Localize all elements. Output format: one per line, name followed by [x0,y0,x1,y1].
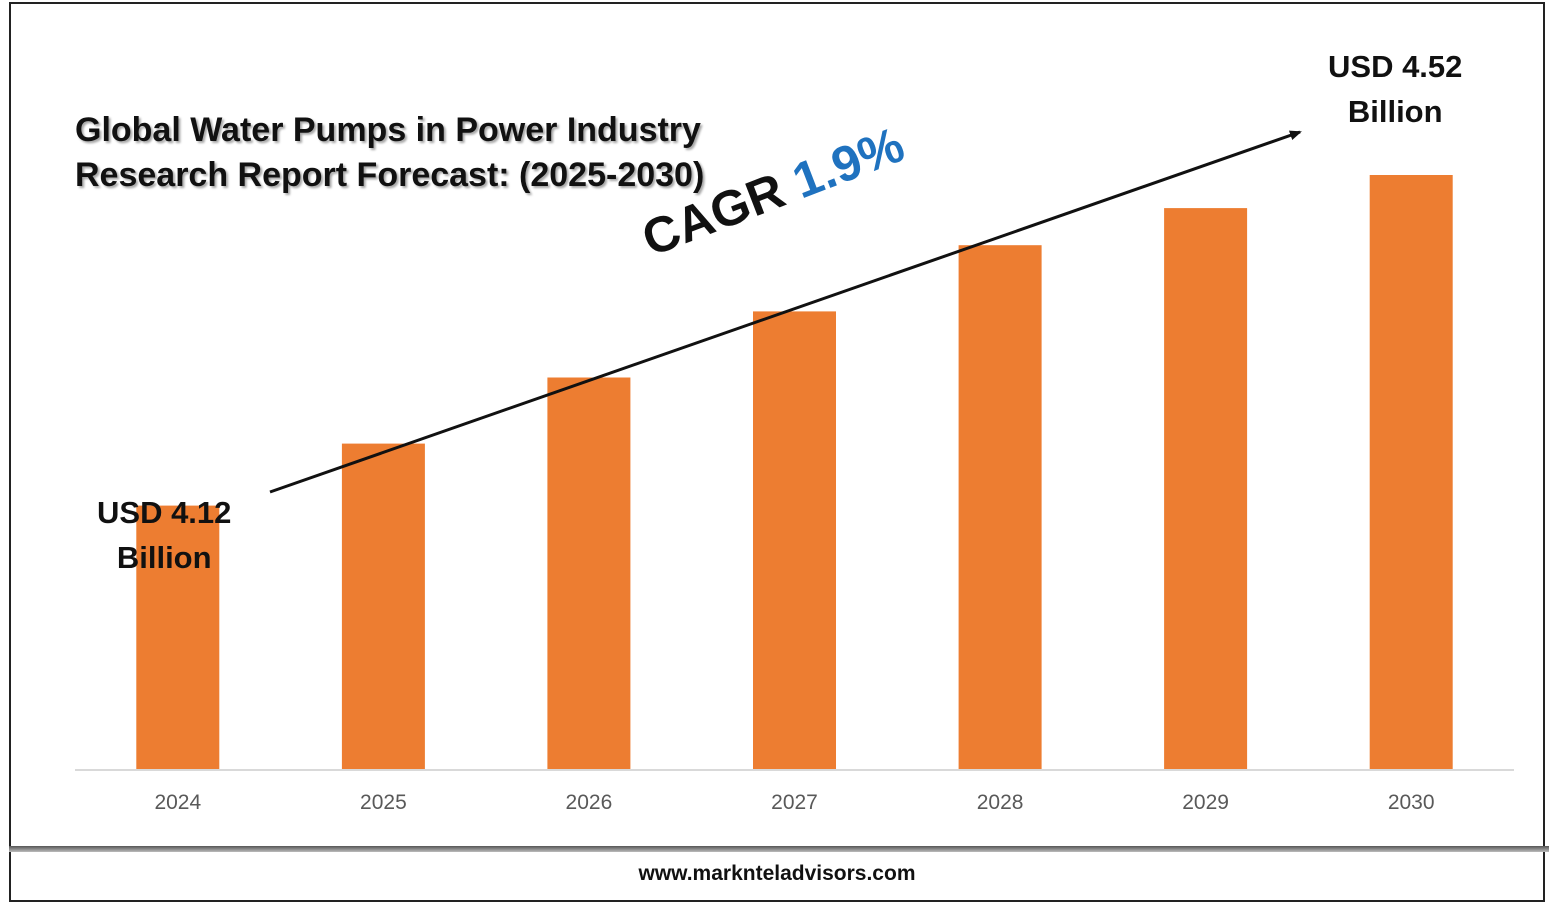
x-tick-label-2024: 2024 [154,791,201,814]
chart-title-line-2: Research Report Forecast: (2025-2030) [75,156,705,194]
x-tick-label-2026: 2026 [566,791,613,814]
bar-2026 [547,377,631,770]
bar-2025 [341,443,425,770]
footer-website-link[interactable]: www.marknteladvisors.com [638,862,916,885]
bar-2027 [753,311,836,770]
bar-2028 [958,245,1042,770]
bar-2030 [1369,175,1453,770]
chart-title: Global Water Pumps in Power Industry Res… [75,108,795,198]
footer: www.marknteladvisors.com [9,852,1545,902]
x-tick-label-2029: 2029 [1182,791,1229,814]
x-tick-label-2027: 2027 [771,791,818,814]
x-tick-label-2030: 2030 [1388,791,1435,814]
end-value-line-1: USD 4.52 [1328,49,1463,84]
start-value-callout: USD 4.12 Billion [97,490,231,580]
bar-2029 [1164,208,1248,771]
chart-title-line-1: Global Water Pumps in Power Industry [75,111,701,149]
x-tick-label-2025: 2025 [360,791,407,814]
end-value-line-2: Billion [1347,94,1443,129]
bar-group [136,175,1453,771]
cagr-trend-arrow [269,130,1302,494]
bar-2024 [136,505,220,770]
start-value-line-2: Billion [116,540,212,575]
footer-divider [9,846,1549,852]
x-tick-labels: 2024 2025 2026 2027 2028 2029 2030 [154,791,1434,814]
x-tick-label-2028: 2028 [977,791,1024,814]
start-value-line-1: USD 4.12 [97,495,232,530]
end-value-callout: USD 4.52 Billion [1328,44,1462,134]
